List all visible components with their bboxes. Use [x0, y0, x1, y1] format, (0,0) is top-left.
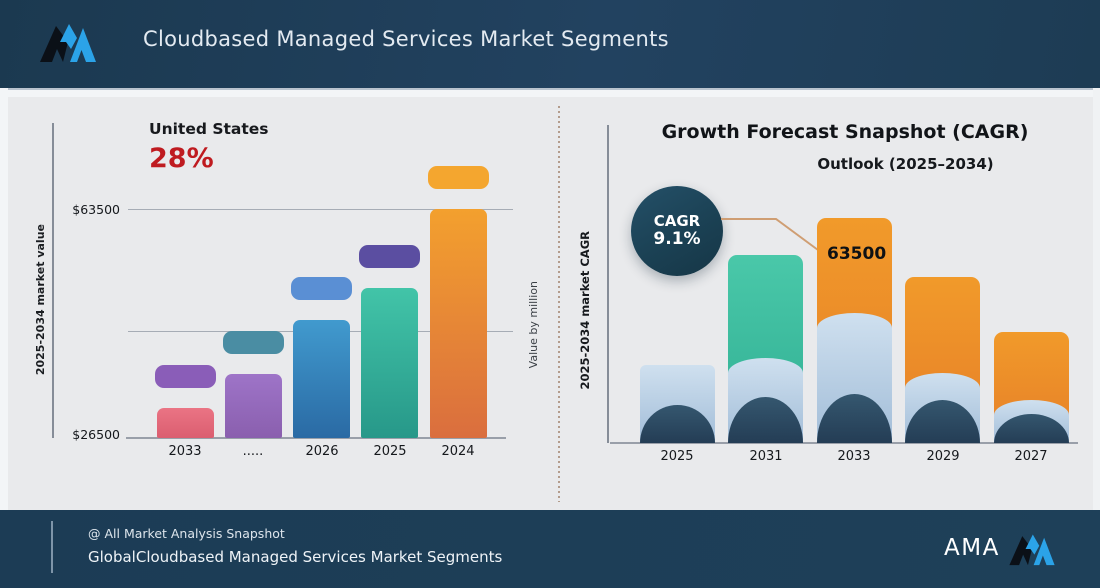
footer-band	[0, 510, 1100, 588]
value-by-million-wrap: Value by million	[524, 235, 542, 415]
left-bar-cap-.....	[223, 331, 284, 354]
ama-logo-icon	[40, 24, 96, 62]
left-bar-2025	[361, 288, 418, 438]
gridline-63500	[128, 209, 513, 210]
left-y-axis-title-wrap: 2025-2034 market value	[31, 160, 49, 440]
right-bar-2033-segment-navy-dome	[817, 394, 892, 443]
right-bar-2029-segment-navy-dome	[905, 400, 980, 443]
left-chart-heading: United States	[149, 120, 269, 138]
left-bar-cap-2024	[428, 166, 489, 189]
left-x-tick-2024: 2024	[441, 444, 475, 459]
left-x-axis-line	[126, 437, 506, 439]
right-bar-2029	[905, 277, 980, 443]
left-x-tick-2026: 2026	[305, 444, 339, 459]
left-x-tick-2025: 2025	[373, 444, 407, 459]
gridline-middle	[128, 331, 513, 332]
left-y-tick-63500: $63500	[72, 202, 120, 217]
right-bar-2031-segment-navy-dome	[728, 397, 803, 443]
right-x-tick-2033: 2033	[837, 449, 871, 464]
card-right-border	[1093, 88, 1100, 511]
right-chart-subtitle: Outlook (2025–2034)	[817, 155, 994, 173]
left-bar-.....	[225, 374, 282, 438]
left-y-tick-26500: $26500	[72, 427, 120, 442]
footer-credit: @ All Market Analysis Snapshot	[88, 526, 285, 541]
right-bar-2031-segment-lightblue	[728, 358, 803, 443]
cagr-connector-line	[721, 218, 819, 251]
page-title: Cloudbased Managed Services Market Segme…	[143, 27, 669, 51]
right-y-axis-title-wrap: 2025-2034 market CAGR	[576, 200, 594, 420]
card-top-border	[0, 88, 1100, 97]
right-bar-2033	[817, 218, 892, 443]
left-y-axis-line	[52, 123, 54, 438]
left-chart-highlight-percent: 28%	[149, 143, 214, 174]
right-bar-2033-segment-lightblue	[817, 313, 892, 443]
right-bar-2027-segment-lightblue	[994, 400, 1069, 443]
left-bar-cap-2026	[291, 277, 352, 300]
footer-caption: GlobalCloudbased Managed Services Market…	[88, 548, 503, 566]
right-bar-2027-segment-navy-dome	[994, 414, 1069, 443]
right-bar-value-label: 63500	[827, 244, 887, 264]
right-bar-2029-segment-lightblue	[905, 373, 980, 443]
left-bar-2024	[430, 209, 487, 438]
left-bar-2026	[293, 320, 350, 438]
cagr-badge-label: CAGR	[653, 211, 701, 230]
right-bar-2027	[994, 332, 1069, 443]
left-x-tick-.....: .....	[242, 444, 264, 459]
right-y-axis-title: 2025-2034 market CAGR	[578, 230, 592, 390]
right-x-axis-line	[610, 442, 1078, 444]
left-bar-cap-2025	[359, 245, 420, 268]
right-x-tick-2027: 2027	[1014, 449, 1048, 464]
header-band	[0, 0, 1100, 88]
right-x-tick-2029: 2029	[926, 449, 960, 464]
left-x-tick-2033: 2033	[168, 444, 202, 459]
right-bar-2025-segment-navy-dome	[640, 405, 715, 443]
right-chart-title: Growth Forecast Snapshot (CAGR)	[661, 121, 1029, 143]
footer-ama-logo-icon	[1009, 534, 1055, 566]
cagr-badge-value: 9.1%	[653, 228, 701, 249]
value-by-million-label: Value by million	[526, 281, 540, 369]
left-y-axis-title: 2025-2034 market value	[33, 224, 47, 376]
right-x-tick-2025: 2025	[660, 449, 694, 464]
card-left-border	[0, 88, 8, 511]
right-x-tick-2031: 2031	[749, 449, 783, 464]
footer-divider-line	[51, 521, 53, 573]
cagr-badge: CAGR 9.1%	[631, 186, 723, 276]
panel-divider-dashed	[558, 106, 560, 502]
right-bar-2025	[640, 365, 715, 443]
footer-brand-text: AMA	[944, 535, 1000, 561]
left-bar-cap-2033	[155, 365, 216, 388]
right-bar-2031	[728, 255, 803, 443]
right-y-axis-line	[607, 125, 609, 443]
left-bar-2033	[157, 408, 214, 438]
